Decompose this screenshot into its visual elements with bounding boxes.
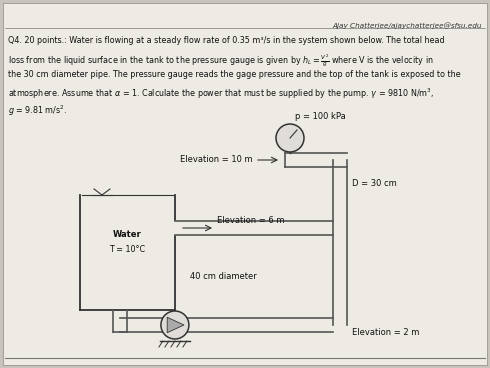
Text: Elevation = 6 m: Elevation = 6 m	[217, 216, 285, 225]
Text: atmosphere. Assume that $\alpha$ = 1. Calculate the power that must be supplied : atmosphere. Assume that $\alpha$ = 1. Ca…	[8, 87, 434, 102]
Text: Q4. 20 points.: Water is flowing at a steady flow rate of 0.35 m³/s in the syste: Q4. 20 points.: Water is flowing at a st…	[8, 36, 444, 45]
Text: loss from the liquid surface in the tank to the pressure gauge is given by $h_L : loss from the liquid surface in the tank…	[8, 53, 434, 70]
Text: Elevation = 10 m: Elevation = 10 m	[180, 156, 253, 164]
Polygon shape	[167, 317, 184, 333]
Text: D = 30 cm: D = 30 cm	[352, 180, 397, 188]
Text: Ajay Chatterjee/ajaychatterjee@sfsu.edu: Ajay Chatterjee/ajaychatterjee@sfsu.edu	[333, 22, 482, 29]
Circle shape	[161, 311, 189, 339]
Text: the 30 cm diameter pipe. The pressure gauge reads the gage pressure and the top : the 30 cm diameter pipe. The pressure ga…	[8, 70, 461, 79]
Text: Elevation = 2 m: Elevation = 2 m	[352, 328, 419, 337]
Text: T = 10°C: T = 10°C	[109, 245, 146, 254]
Text: $g$ = 9.81 m/s$^2$.: $g$ = 9.81 m/s$^2$.	[8, 104, 67, 118]
Text: 40 cm diameter: 40 cm diameter	[190, 272, 257, 281]
Circle shape	[276, 124, 304, 152]
Text: Water: Water	[113, 230, 142, 239]
Text: p = 100 kPa: p = 100 kPa	[295, 112, 346, 121]
